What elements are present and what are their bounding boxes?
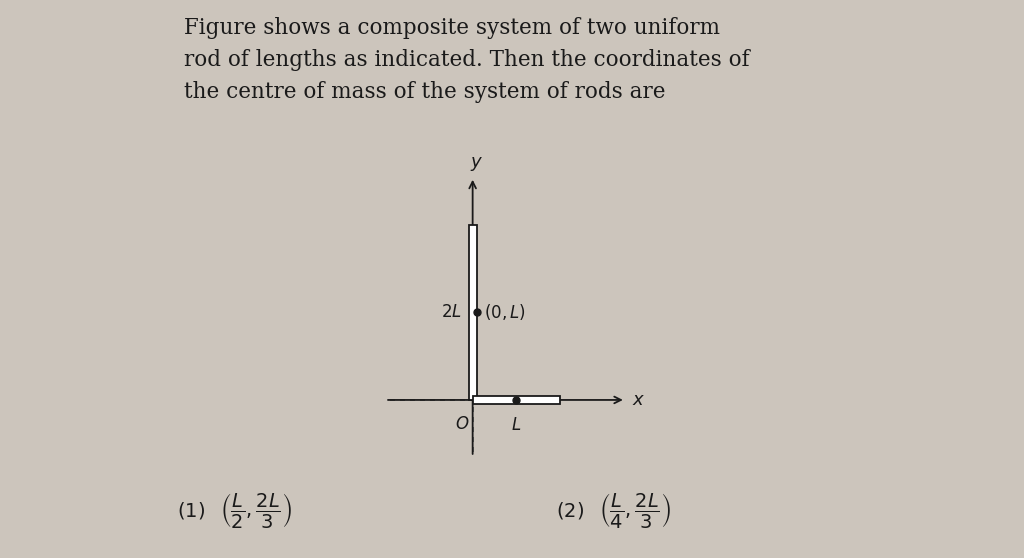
Text: $\left(\dfrac{L}{2},\dfrac{2L}{3}\right)$: $\left(\dfrac{L}{2},\dfrac{2L}{3}\right)…	[220, 491, 292, 530]
Text: $2L$: $2L$	[441, 304, 462, 321]
Text: $(0, L)$: $(0, L)$	[483, 302, 525, 323]
Text: $O$: $O$	[455, 416, 469, 432]
Text: $(2)$: $(2)$	[556, 500, 584, 521]
Text: $(1)$: $(1)$	[177, 500, 205, 521]
Text: $y$: $y$	[470, 155, 483, 172]
Text: $L$: $L$	[511, 417, 521, 434]
Bar	[469, 225, 476, 400]
Text: $\left(\dfrac{L}{4},\dfrac{2L}{3}\right)$: $\left(\dfrac{L}{4},\dfrac{2L}{3}\right)…	[599, 491, 671, 530]
Text: Figure shows a composite system of two uniform
rod of lengths as indicated. Then: Figure shows a composite system of two u…	[184, 17, 750, 103]
Text: $x$: $x$	[632, 391, 645, 409]
Bar	[473, 396, 560, 403]
